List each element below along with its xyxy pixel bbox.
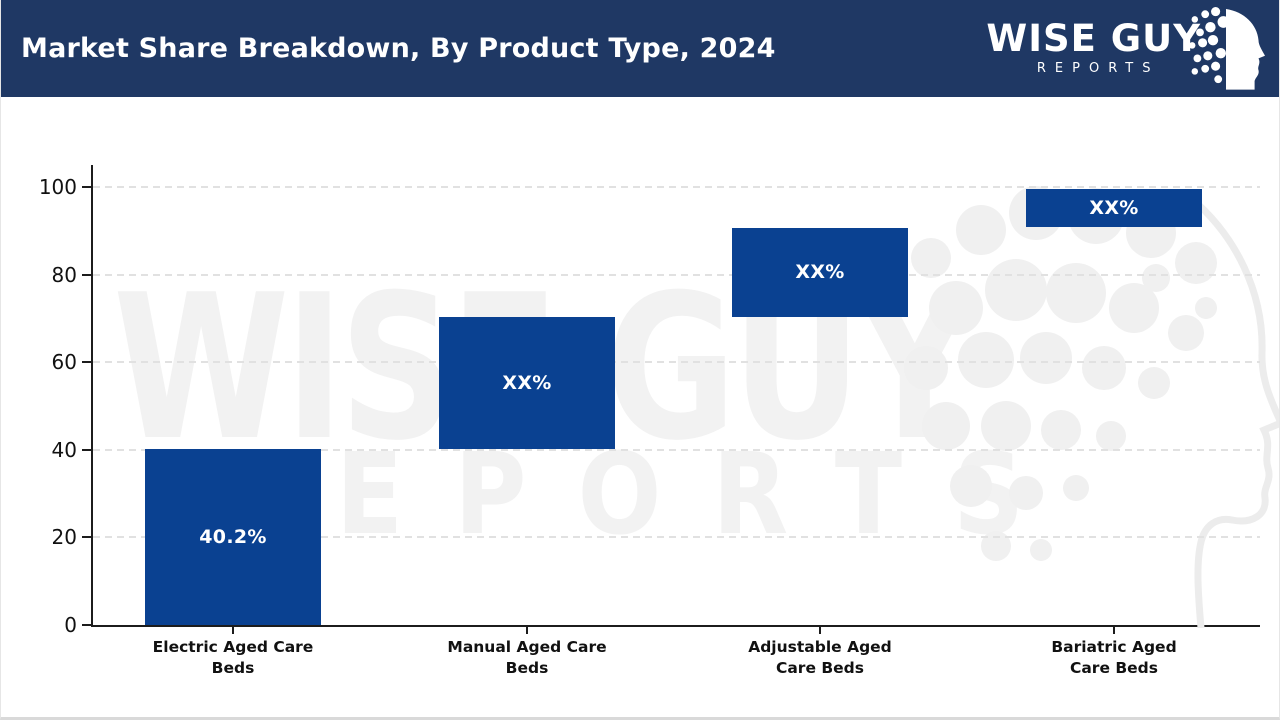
y-tick-mark [82,273,91,276]
y-tick-label: 20 [51,525,77,550]
category-label: Adjustable Aged Care Beds [748,638,892,677]
page-title: Market Share Breakdown, By Product Type,… [21,33,776,64]
x-tick-mark [232,627,234,634]
header-band: Market Share Breakdown, By Product Type,… [1,0,1279,97]
y-tick-mark [82,448,91,451]
x-tick-mark [819,627,821,634]
bar-value-label: XX% [502,371,552,394]
bar-value-label: XX% [795,261,845,284]
bar-value-label: 40.2% [199,525,267,548]
x-tick-mark [526,627,528,634]
y-tick-label: 0 [64,613,77,637]
bar: XX% [1026,188,1202,228]
gridline [93,273,1260,276]
gridline [93,536,1260,539]
y-tick-label: 40 [51,437,77,462]
bar-value-label: XX% [1089,196,1139,219]
y-tick-label: 80 [51,262,77,287]
y-tick-mark [82,361,91,364]
logo-subtitle: REPORTS [1036,60,1160,76]
category-label: Bariatric Aged Care Beds [1051,638,1177,677]
gridline [93,361,1260,364]
gridline [93,448,1260,451]
bar: 40.2% [145,448,321,625]
wiseguy-head-logo-icon [1188,7,1265,90]
wiseguy-logo: WISE GUY REPORTS [986,6,1265,90]
bar: XX% [732,228,908,317]
logo-wordmark: WISE GUY [986,17,1201,61]
y-tick-mark [82,185,91,188]
category-label: Electric Aged Care Beds [152,638,314,677]
y-tick-label: 60 [51,350,77,375]
y-tick-label: 100 [38,174,77,199]
wiseguy-logo-text: WISE GUY REPORTS [986,17,1201,76]
y-tick-mark [82,624,91,626]
gridline [93,185,1260,188]
plot-area: 0 20 40 60 80 100 40.2% XX% XX% XX% Electric Aged … [39,165,1260,677]
x-tick-mark [1113,627,1115,634]
category-label: Manual Aged Care Beds [447,638,607,677]
bar: XX% [439,316,615,449]
y-tick-mark [82,536,91,539]
